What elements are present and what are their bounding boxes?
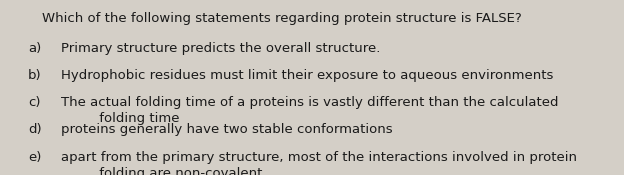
Text: Primary structure predicts the overall structure.: Primary structure predicts the overall s… xyxy=(61,42,381,55)
Text: Which of the following statements regarding protein structure is FALSE?: Which of the following statements regard… xyxy=(42,12,522,25)
Text: apart from the primary structure, most of the interactions involved in protein
 : apart from the primary structure, most o… xyxy=(61,150,577,175)
Text: c): c) xyxy=(28,96,41,109)
Text: b): b) xyxy=(28,69,42,82)
Text: Hydrophobic residues must limit their exposure to aqueous environments: Hydrophobic residues must limit their ex… xyxy=(61,69,553,82)
Text: The actual folding time of a proteins is vastly different than the calculated
  : The actual folding time of a proteins is… xyxy=(61,96,558,125)
Text: proteins generally have two stable conformations: proteins generally have two stable confo… xyxy=(61,123,392,136)
Text: e): e) xyxy=(28,150,41,163)
Text: a): a) xyxy=(28,42,41,55)
Text: d): d) xyxy=(28,123,42,136)
